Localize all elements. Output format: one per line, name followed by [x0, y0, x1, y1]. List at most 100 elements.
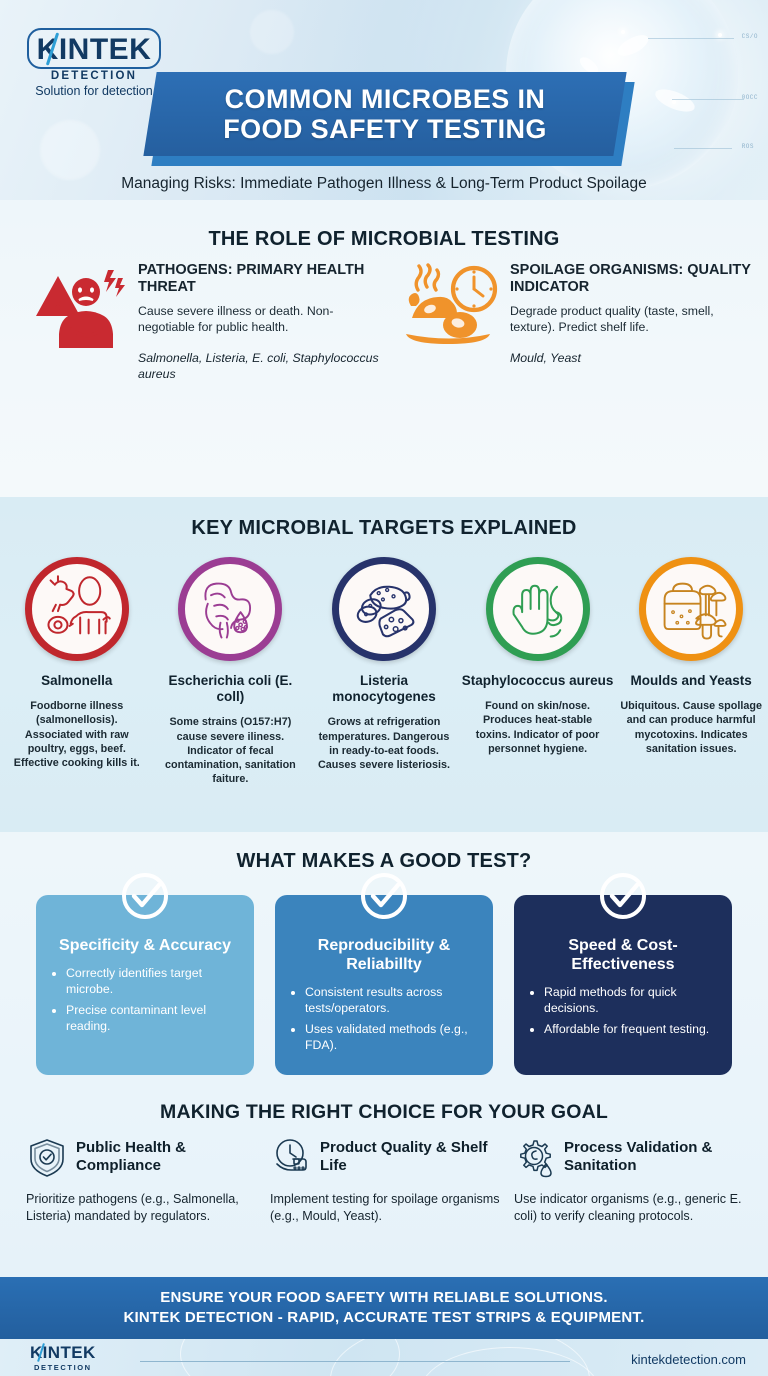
choice-body: Implement testing for spoilage organisms…	[270, 1192, 500, 1223]
card-bullets: Correctly identifies target microbe. Pre…	[50, 966, 240, 1035]
network-link	[672, 99, 744, 100]
target-circle	[24, 557, 129, 661]
network-node	[718, 33, 722, 37]
target-card-salmonella[interactable]: Salmonella Foodborne illness (salmonello…	[0, 557, 154, 787]
role-section-heading: THE ROLE OF MICROBIAL TESTING	[208, 228, 560, 250]
deco-code-text: CS/O	[741, 33, 758, 40]
network-link	[674, 148, 732, 149]
choice-header: Product Quality & Shelf Life	[270, 1137, 502, 1179]
cta-banner: ENSURE YOUR FOOD SAFETY WITH RELIABLE SO…	[0, 1277, 768, 1339]
spoiled-food-clock-icon	[400, 260, 500, 360]
good-test-card-specificity[interactable]: Specificity & Accuracy Correctly identif…	[36, 873, 254, 1075]
target-name: Salmonella	[41, 673, 113, 688]
bokeh-decoration	[40, 120, 100, 180]
page-title: COMMON MICROBES IN FOOD SAFETY TESTING	[150, 72, 620, 156]
target-description: Found on skin/nose. Produces heat-stable…	[475, 700, 600, 755]
target-description: Grows at refrigeration temperatures. Dan…	[317, 716, 450, 772]
bullet-item: Rapid methods for quick decisions.	[544, 985, 718, 1017]
target-circle	[485, 557, 590, 661]
bullet-item: Precise contaminant level reading.	[66, 1003, 240, 1035]
target-description: Ubiquitous. Cause spollage and can produ…	[620, 700, 762, 755]
footer-logo-wordmark: KINTEK	[30, 1343, 96, 1362]
choice-body: Prioritize pathogens (e.g., Salmonella, …	[26, 1192, 239, 1223]
choice-title: Product Quality & Shelf Life	[320, 1139, 488, 1174]
target-description: Some strains (O157:H7) cause severe ilin…	[165, 716, 296, 786]
title-line-2: FOOD SAFETY TESTING	[223, 114, 547, 144]
role-title: SPOILAGE ORGANISMS: QUALITY INDICATOR	[510, 262, 751, 296]
good-test-card-speed[interactable]: Speed & Cost-Effectiveness Rapid methods…	[514, 873, 732, 1075]
good-test-section: WHAT MAKES A GOOD TEST? Specificity & Ac…	[0, 832, 768, 1092]
check-circle-icon	[597, 870, 649, 922]
target-card-moulds[interactable]: Moulds and Yeasts Ubiquitous. Cause spol…	[614, 557, 768, 787]
target-name: Escherichia coli (E. coll)	[168, 673, 293, 705]
clock-shelf-icon	[270, 1137, 312, 1179]
choice-header: Public Health & Compliance	[26, 1137, 258, 1179]
bullet-item: Consistent results across tests/operator…	[305, 985, 479, 1017]
footer-bar: KINTEK DETECTION kintekdetection.com	[0, 1339, 768, 1376]
target-circle	[331, 557, 436, 661]
role-description: Degrade product quality (taste, smell, t…	[510, 303, 714, 334]
card-title: Reproducibility & Reliabillty	[317, 937, 451, 973]
gear-wrench-drop-icon	[514, 1137, 556, 1179]
choice-title: Public Health & Compliance	[76, 1139, 187, 1174]
microbial-targets-section: KEY MICROBIAL TARGETS EXPLAINED Salmonel…	[0, 497, 768, 832]
footer-logo[interactable]: KINTEK DETECTION	[30, 1343, 96, 1372]
card-bullets: Consistent results across tests/operator…	[289, 985, 479, 1054]
targets-section-heading: KEY MICROBIAL TARGETS EXPLAINED	[191, 517, 577, 539]
choice-columns: Public Health & Compliance Prioritize pa…	[26, 1137, 746, 1224]
role-examples: Salmonella, Listeria, E. coli, Staphyloc…	[138, 351, 379, 382]
choice-column-public-health[interactable]: Public Health & Compliance Prioritize pa…	[26, 1137, 258, 1224]
card-bullets: Rapid methods for quick decisions. Affor…	[528, 985, 718, 1038]
role-title: PATHOGENS: PRIMARY HEALTH THREAT	[138, 262, 365, 296]
logo-detection-text: DETECTION	[50, 70, 138, 82]
check-circle-icon	[358, 870, 410, 922]
target-circle	[639, 557, 744, 661]
network-node	[621, 30, 625, 34]
target-card-listeria[interactable]: Listeria monocytogenes Grows at refriger…	[307, 557, 461, 787]
choice-section-heading: MAKING THE RIGHT CHOICE FOR YOUR GOAL	[160, 1101, 608, 1123]
logo-frame: KINTEK	[26, 28, 162, 69]
choice-header: Process Validation & Sanitation	[514, 1137, 746, 1179]
check-circle-icon	[119, 870, 171, 922]
targets-row: Salmonella Foodborne illness (salmonello…	[0, 557, 768, 787]
good-test-cards: Specificity & Accuracy Correctly identif…	[36, 873, 732, 1075]
choice-column-product-quality[interactable]: Product Quality & Shelf Life Implement t…	[270, 1137, 502, 1224]
cta-line-1: ENSURE YOUR FOOD SAFETY WITH RELIABLE SO…	[160, 1288, 608, 1306]
target-name: Listeria monocytogenes	[332, 673, 436, 705]
footer-logo-detection: DETECTION	[33, 1363, 92, 1372]
logo-tagline: Solution for detection	[35, 84, 153, 98]
shield-check-icon	[26, 1137, 68, 1179]
target-card-staph[interactable]: Staphylococcus aureus Found on skin/nose…	[461, 557, 615, 787]
good-test-heading: WHAT MAKES A GOOD TEST?	[236, 850, 532, 872]
title-line-1: COMMON MICROBES IN	[224, 83, 546, 114]
brand-logo[interactable]: KINTEK DETECTION Solution for detection	[18, 28, 170, 98]
role-examples: Mould, Yeast	[510, 351, 581, 366]
header-banner: CS/O 0OCC ROS KINTEK DETECTION Solution …	[0, 0, 768, 200]
footer-divider	[140, 1361, 570, 1362]
network-link	[648, 38, 734, 39]
role-text-pathogens: PATHOGENS: PRIMARY HEALTH THREAT Cause s…	[138, 262, 388, 383]
bokeh-decoration	[250, 10, 294, 54]
role-description: Cause severe illness or death. Non-negot…	[138, 303, 334, 334]
card-title: Speed & Cost-Effectiveness	[568, 937, 678, 973]
cta-line-2: KINTEK DETECTION - RAPID, ACCURATE TEST …	[123, 1309, 645, 1326]
deco-code-text: 0OCC	[741, 94, 758, 101]
role-of-testing-section: THE ROLE OF MICROBIAL TESTING	[0, 200, 768, 679]
choice-title: Process Validation & Sanitation	[564, 1139, 713, 1174]
target-circle	[178, 557, 283, 661]
right-choice-section: MAKING THE RIGHT CHOICE FOR YOUR GOAL Pu…	[0, 1092, 768, 1277]
sick-person-warning-icon	[28, 260, 128, 360]
page-subtitle: Managing Risks: Immediate Pathogen Illne…	[121, 175, 647, 192]
target-name: Staphylococcus aureus	[461, 673, 614, 688]
choice-column-process-validation[interactable]: Process Validation & Sanitation Use indi…	[514, 1137, 746, 1224]
footer-website-url[interactable]: kintekdetection.com	[631, 1352, 746, 1367]
target-name: Moulds and Yeasts	[630, 673, 752, 688]
network-node	[672, 100, 676, 104]
target-card-ecoli[interactable]: Escherichia coli (E. coll) Some strains …	[154, 557, 308, 787]
bullet-item: Affordable for frequent testing.	[544, 1022, 718, 1038]
footer-logo-text: KINTEK	[30, 1343, 96, 1362]
good-test-card-reproducibility[interactable]: Reproducibility & Reliabillty Consistent…	[275, 873, 493, 1075]
target-description: Foodborne illness (salmonellosis). Assoc…	[13, 700, 140, 770]
card-title: Specificity & Accuracy	[59, 937, 231, 954]
